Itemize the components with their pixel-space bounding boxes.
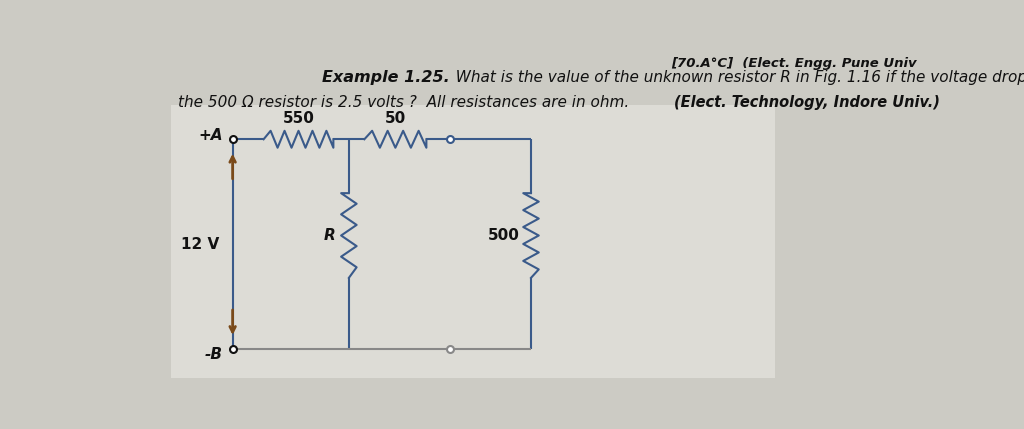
Text: 500: 500 xyxy=(487,228,519,243)
Text: 12 V: 12 V xyxy=(181,237,219,252)
Text: [70.A°C]  (Elect. Engg. Pune Univ: [70.A°C] (Elect. Engg. Pune Univ xyxy=(672,57,916,70)
Text: +A: +A xyxy=(198,128,222,143)
Text: 550: 550 xyxy=(283,111,314,126)
Text: the 500 Ω resistor is 2.5 volts ?  All resistances are in ohm.: the 500 Ω resistor is 2.5 volts ? All re… xyxy=(178,95,630,110)
Text: -B: -B xyxy=(205,347,222,362)
Text: What is the value of the unknown resistor R in Fig. 1.16 if the voltage drop acr: What is the value of the unknown resisto… xyxy=(445,70,1024,85)
Text: 50: 50 xyxy=(385,111,406,126)
Text: Example 1.25.: Example 1.25. xyxy=(322,70,450,85)
Text: R: R xyxy=(324,228,336,243)
Bar xyxy=(171,105,775,378)
Text: (Elect. Technology, Indore Univ.): (Elect. Technology, Indore Univ.) xyxy=(675,95,940,110)
